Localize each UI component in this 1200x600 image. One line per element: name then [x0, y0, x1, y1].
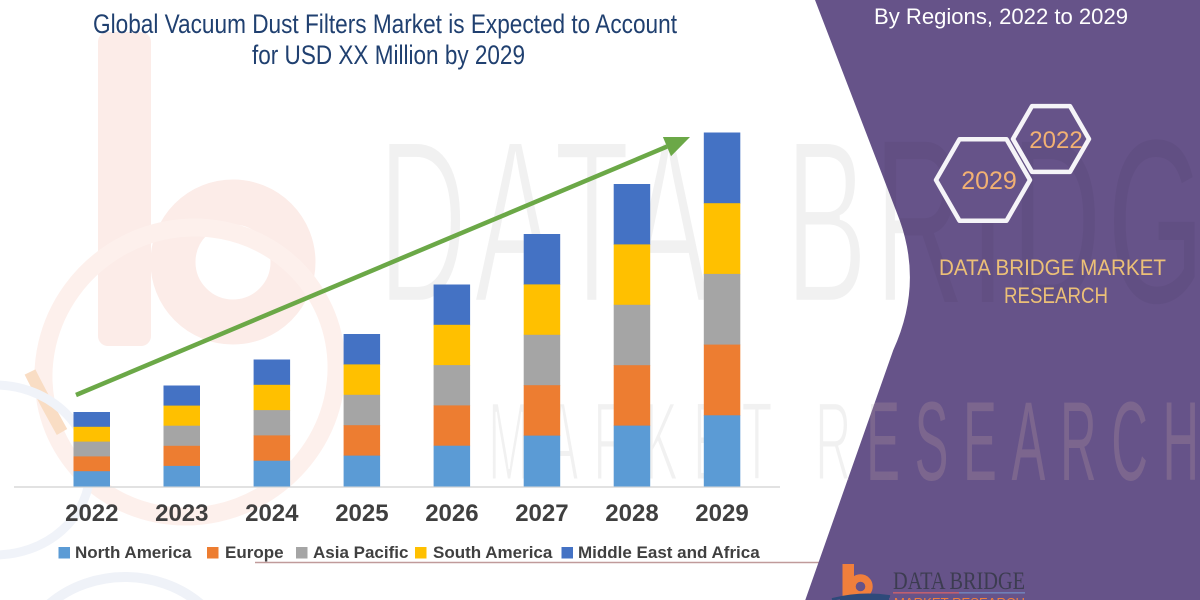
- svg-text:for USD XX Million by 2029: for USD XX Million by 2029: [252, 40, 525, 70]
- svg-text:Middle East and Africa: Middle East and Africa: [578, 543, 760, 562]
- svg-text:2025: 2025: [335, 500, 388, 527]
- svg-text:2022: 2022: [1029, 127, 1082, 154]
- svg-text:2029: 2029: [961, 167, 1017, 195]
- svg-text:DATA BRIDGE MARKET: DATA BRIDGE MARKET: [939, 255, 1166, 280]
- svg-text:2022: 2022: [65, 500, 118, 527]
- svg-text:Asia Pacific: Asia Pacific: [313, 543, 408, 562]
- svg-text:2029: 2029: [695, 500, 748, 527]
- svg-text:RESEARCH: RESEARCH: [1004, 283, 1108, 308]
- svg-text:2026: 2026: [425, 500, 478, 527]
- svg-text:2024: 2024: [245, 500, 299, 527]
- svg-text:2027: 2027: [515, 500, 568, 527]
- svg-text:MARKET RESEARCH: MARKET RESEARCH: [894, 595, 1025, 600]
- svg-text:Europe: Europe: [225, 543, 284, 562]
- svg-text:DATA BRIDGE: DATA BRIDGE: [893, 568, 1025, 595]
- svg-text:By Regions, 2022 to 2029: By Regions, 2022 to 2029: [874, 4, 1128, 29]
- svg-text:North America: North America: [75, 543, 192, 562]
- svg-text:2028: 2028: [605, 500, 658, 527]
- svg-text:Global Vacuum Dust Filters Mar: Global Vacuum Dust Filters Market is Exp…: [93, 9, 677, 39]
- svg-text:2023: 2023: [155, 500, 208, 527]
- svg-text:South America: South America: [433, 543, 553, 562]
